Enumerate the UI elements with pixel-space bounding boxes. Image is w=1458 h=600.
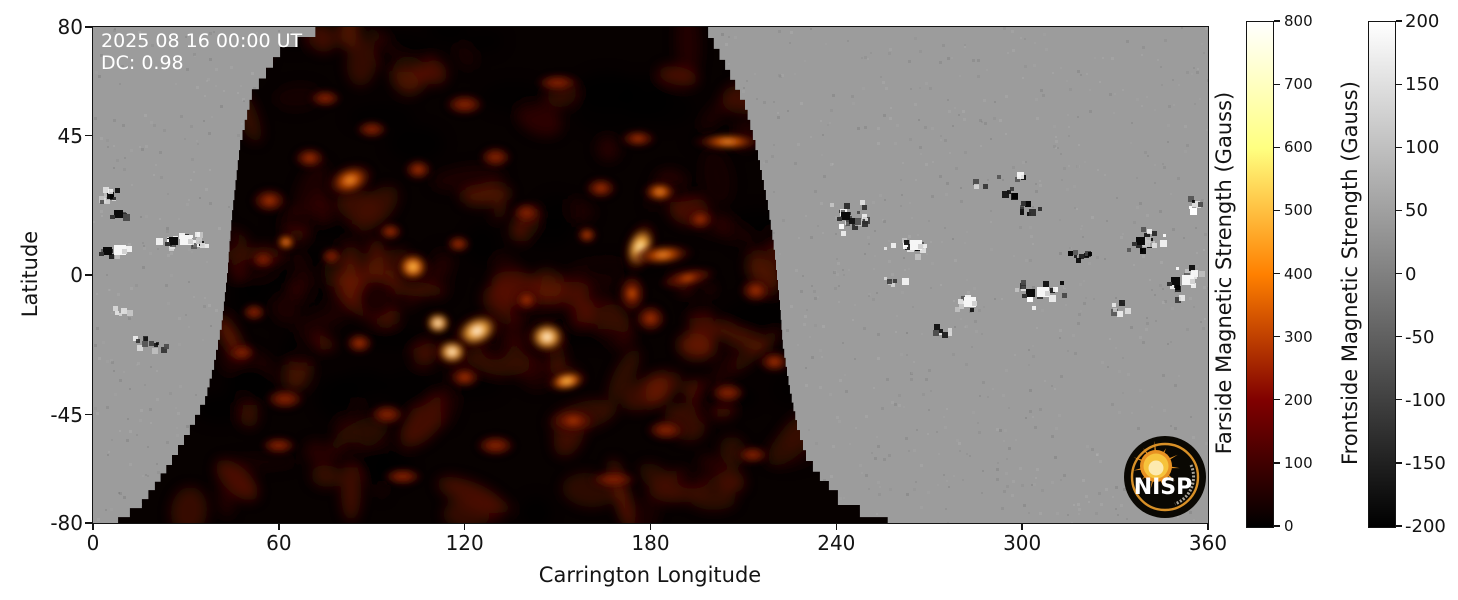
farside-colorbar-tick — [1274, 462, 1280, 464]
x-tick-mark — [835, 523, 838, 530]
frontside-colorbar-tick — [1396, 272, 1402, 275]
x-tick-label: 0 — [86, 531, 100, 555]
timestamp-overlay: 2025 08 16 00:00 UT DC: 0.98 — [101, 30, 302, 74]
x-tick-label: 60 — [266, 531, 292, 555]
farside-colorbar-tick-label: 0 — [1284, 517, 1294, 535]
farside-colorbar-tick-label: 200 — [1284, 390, 1313, 409]
x-tick-mark — [1207, 523, 1209, 530]
farside-colorbar-tick-label: 400 — [1284, 264, 1313, 283]
frontside-colorbar-tick — [1396, 83, 1402, 85]
farside-colorbar-tick — [1274, 525, 1280, 527]
frontside-colorbar — [1368, 21, 1396, 528]
x-tick-mark — [649, 523, 652, 530]
x-tick-label: 240 — [817, 531, 856, 555]
farside-colorbar-label: Farside Magnetic Strength (Gauss) — [1212, 91, 1236, 455]
y-tick-mark — [85, 413, 92, 416]
x-tick-mark — [1021, 523, 1023, 530]
x-tick-label: 180 — [631, 531, 670, 555]
x-tick-label: 120 — [445, 531, 484, 555]
frontside-colorbar-tick-label: -100 — [1405, 389, 1446, 411]
farside-colorbar — [1246, 21, 1274, 528]
frontside-colorbar-tick-label: 150 — [1405, 74, 1440, 96]
frontside-colorbar-tick — [1396, 462, 1402, 464]
farside-colorbar-tick-label: 300 — [1284, 327, 1313, 346]
x-tick-mark — [463, 523, 466, 530]
x-tick-label: 300 — [1003, 531, 1042, 555]
y-tick-mark — [85, 26, 92, 28]
frontside-colorbar-tick — [1396, 146, 1402, 148]
farside-colorbar-tick — [1274, 146, 1280, 148]
frontside-colorbar-tick-label: -200 — [1405, 516, 1446, 537]
frontside-colorbar-tick-label: 0 — [1405, 263, 1417, 285]
frontside-colorbar-tick — [1396, 399, 1402, 401]
farside-colorbar-tick-label: 600 — [1284, 138, 1313, 157]
duty-cycle: DC: 0.98 — [101, 52, 184, 74]
farside-colorbar-tick — [1274, 20, 1280, 22]
frontside-colorbar-tick — [1396, 20, 1402, 22]
farside-colorbar-tick — [1274, 336, 1280, 338]
timestamp: 2025 08 16 00:00 UT — [101, 30, 303, 52]
frontside-colorbar-tick-label: 200 — [1405, 11, 1440, 32]
farside-colorbar-tick-label: 700 — [1284, 75, 1313, 94]
farside-colorbar-tick — [1274, 209, 1280, 212]
plot-area: NISP 2025 08 16 00:00 UT DC: 0.98 — [92, 26, 1209, 524]
nisp-logo-text: NISP — [1134, 475, 1193, 500]
y-tick-mark — [85, 134, 92, 137]
y-tick-label: 45 — [57, 123, 83, 148]
x-tick-label: 360 — [1188, 531, 1228, 555]
frontside-colorbar-label: Frontside Magnetic Strength (Gauss) — [1338, 81, 1362, 465]
frontside-colorbar-tick-label: -50 — [1405, 326, 1435, 348]
y-tick-mark — [85, 522, 92, 524]
y-tick-mark — [85, 274, 92, 276]
farside-colorbar-tick-label: 100 — [1284, 453, 1313, 472]
frontside-colorbar-tick — [1396, 209, 1402, 212]
farside-colorbar-tick-label: 500 — [1284, 201, 1313, 220]
y-tick-label: -45 — [50, 402, 83, 427]
farside-colorbar-tick — [1274, 399, 1280, 401]
x-tick-mark — [278, 523, 280, 530]
frontside-colorbar-tick — [1396, 525, 1402, 527]
x-tick-mark — [92, 523, 94, 530]
farside-colorbar-tick — [1274, 83, 1280, 85]
y-tick-label: 80 — [57, 15, 83, 39]
y-tick-label: -80 — [50, 511, 83, 535]
x-axis-label: Carrington Longitude — [538, 563, 762, 587]
farside-colorbar-tick-label: 800 — [1284, 12, 1313, 30]
frontside-colorbar-tick-label: 100 — [1405, 137, 1440, 159]
y-tick-label: 0 — [70, 263, 83, 287]
frontside-colorbar-tick — [1396, 336, 1402, 338]
farside-colorbar-tick — [1274, 272, 1280, 275]
frontside-colorbar-tick-label: -150 — [1405, 452, 1446, 474]
nisp-logo: NISP — [1124, 436, 1206, 518]
magnetic-map: NISP — [93, 27, 1208, 523]
y-axis-label: Latitude — [18, 230, 42, 318]
frontside-colorbar-tick-label: 50 — [1405, 200, 1428, 222]
frontside-speckles — [99, 172, 1205, 354]
